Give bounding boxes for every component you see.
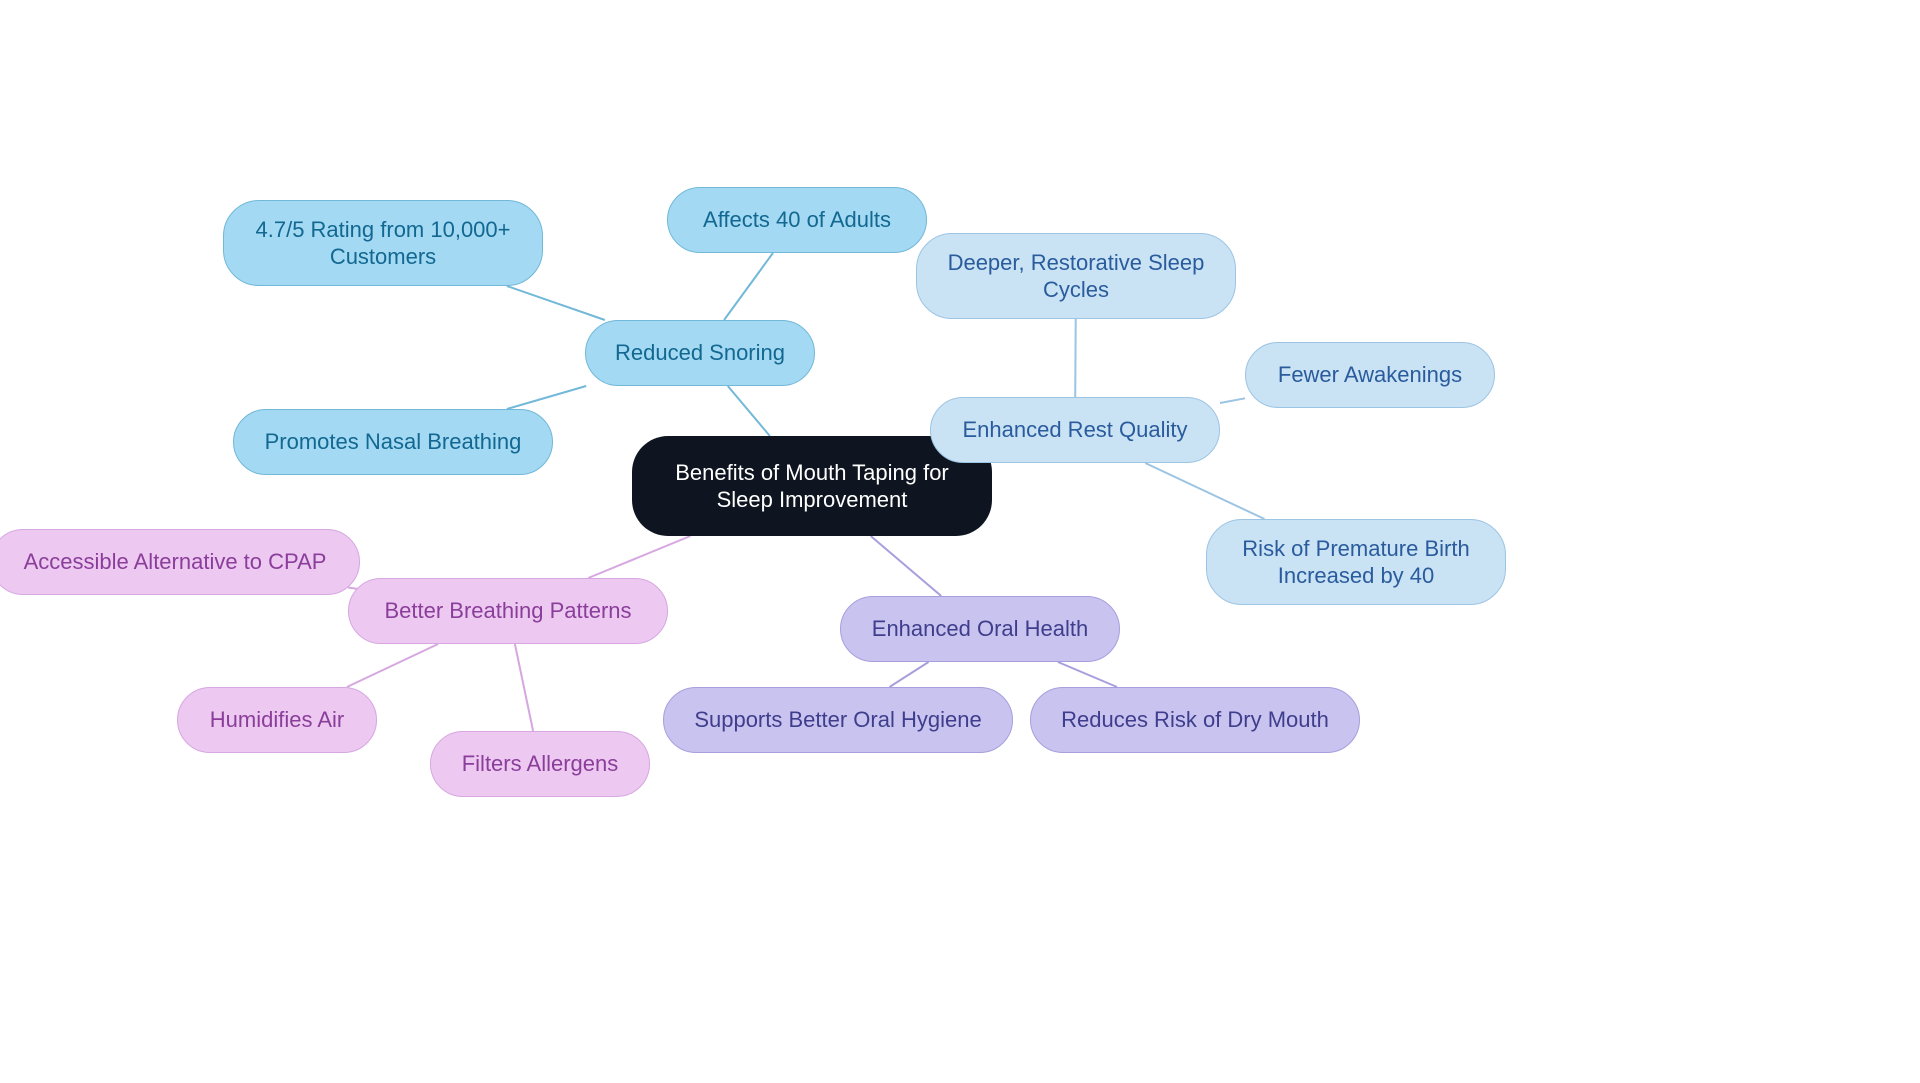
edge-oral-oral-dry xyxy=(1058,662,1117,687)
edge-oral-oral-hygiene xyxy=(889,662,928,687)
node-breath: Better Breathing Patterns xyxy=(348,578,668,644)
edge-rest-rest-fewer xyxy=(1220,398,1245,403)
node-label: Enhanced Oral Health xyxy=(872,615,1088,643)
node-oral-dry: Reduces Risk of Dry Mouth xyxy=(1030,687,1360,753)
node-label: Deeper, Restorative Sleep Cycles xyxy=(948,249,1205,304)
node-breath-humid: Humidifies Air xyxy=(177,687,377,753)
node-breath-cpap: Accessible Alternative to CPAP xyxy=(0,529,360,595)
node-label: Better Breathing Patterns xyxy=(384,597,631,625)
node-snoring-rating: 4.7/5 Rating from 10,000+ Customers xyxy=(223,200,543,286)
edge-rest-rest-deep xyxy=(1075,319,1076,397)
node-label: Filters Allergens xyxy=(462,750,619,778)
edge-breath-breath-humid xyxy=(347,644,438,687)
node-rest-fewer: Fewer Awakenings xyxy=(1245,342,1495,408)
node-label: 4.7/5 Rating from 10,000+ Customers xyxy=(256,216,511,271)
node-label: Humidifies Air xyxy=(210,706,344,734)
node-label: Reduced Snoring xyxy=(615,339,785,367)
node-oral: Enhanced Oral Health xyxy=(840,596,1120,662)
node-rest: Enhanced Rest Quality xyxy=(930,397,1220,463)
edge-snoring-snoring-rating xyxy=(507,286,605,320)
edge-rest-rest-risk xyxy=(1145,463,1264,519)
node-label: Enhanced Rest Quality xyxy=(962,416,1187,444)
node-label: Reduces Risk of Dry Mouth xyxy=(1061,706,1329,734)
edge-snoring-snoring-nasal xyxy=(507,386,586,409)
mindmap-canvas: Benefits of Mouth Taping for Sleep Impro… xyxy=(0,0,1920,1083)
edge-snoring-snoring-affects xyxy=(724,253,773,320)
node-breath-filter: Filters Allergens xyxy=(430,731,650,797)
node-rest-deep: Deeper, Restorative Sleep Cycles xyxy=(916,233,1236,319)
node-label: Promotes Nasal Breathing xyxy=(265,428,522,456)
node-oral-hygiene: Supports Better Oral Hygiene xyxy=(663,687,1013,753)
node-label: Accessible Alternative to CPAP xyxy=(24,548,327,576)
node-rest-risk: Risk of Premature Birth Increased by 40 xyxy=(1206,519,1506,605)
node-label: Affects 40 of Adults xyxy=(703,206,891,234)
node-label: Fewer Awakenings xyxy=(1278,361,1462,389)
node-label: Benefits of Mouth Taping for Sleep Impro… xyxy=(675,459,949,514)
edge-root-oral xyxy=(871,536,941,596)
node-snoring-nasal: Promotes Nasal Breathing xyxy=(233,409,553,475)
node-label: Supports Better Oral Hygiene xyxy=(694,706,981,734)
edge-root-breath xyxy=(588,536,690,578)
node-snoring: Reduced Snoring xyxy=(585,320,815,386)
edge-breath-breath-filter xyxy=(515,644,533,731)
node-snoring-affects: Affects 40 of Adults xyxy=(667,187,927,253)
node-label: Risk of Premature Birth Increased by 40 xyxy=(1242,535,1469,590)
edge-root-snoring xyxy=(728,386,770,436)
